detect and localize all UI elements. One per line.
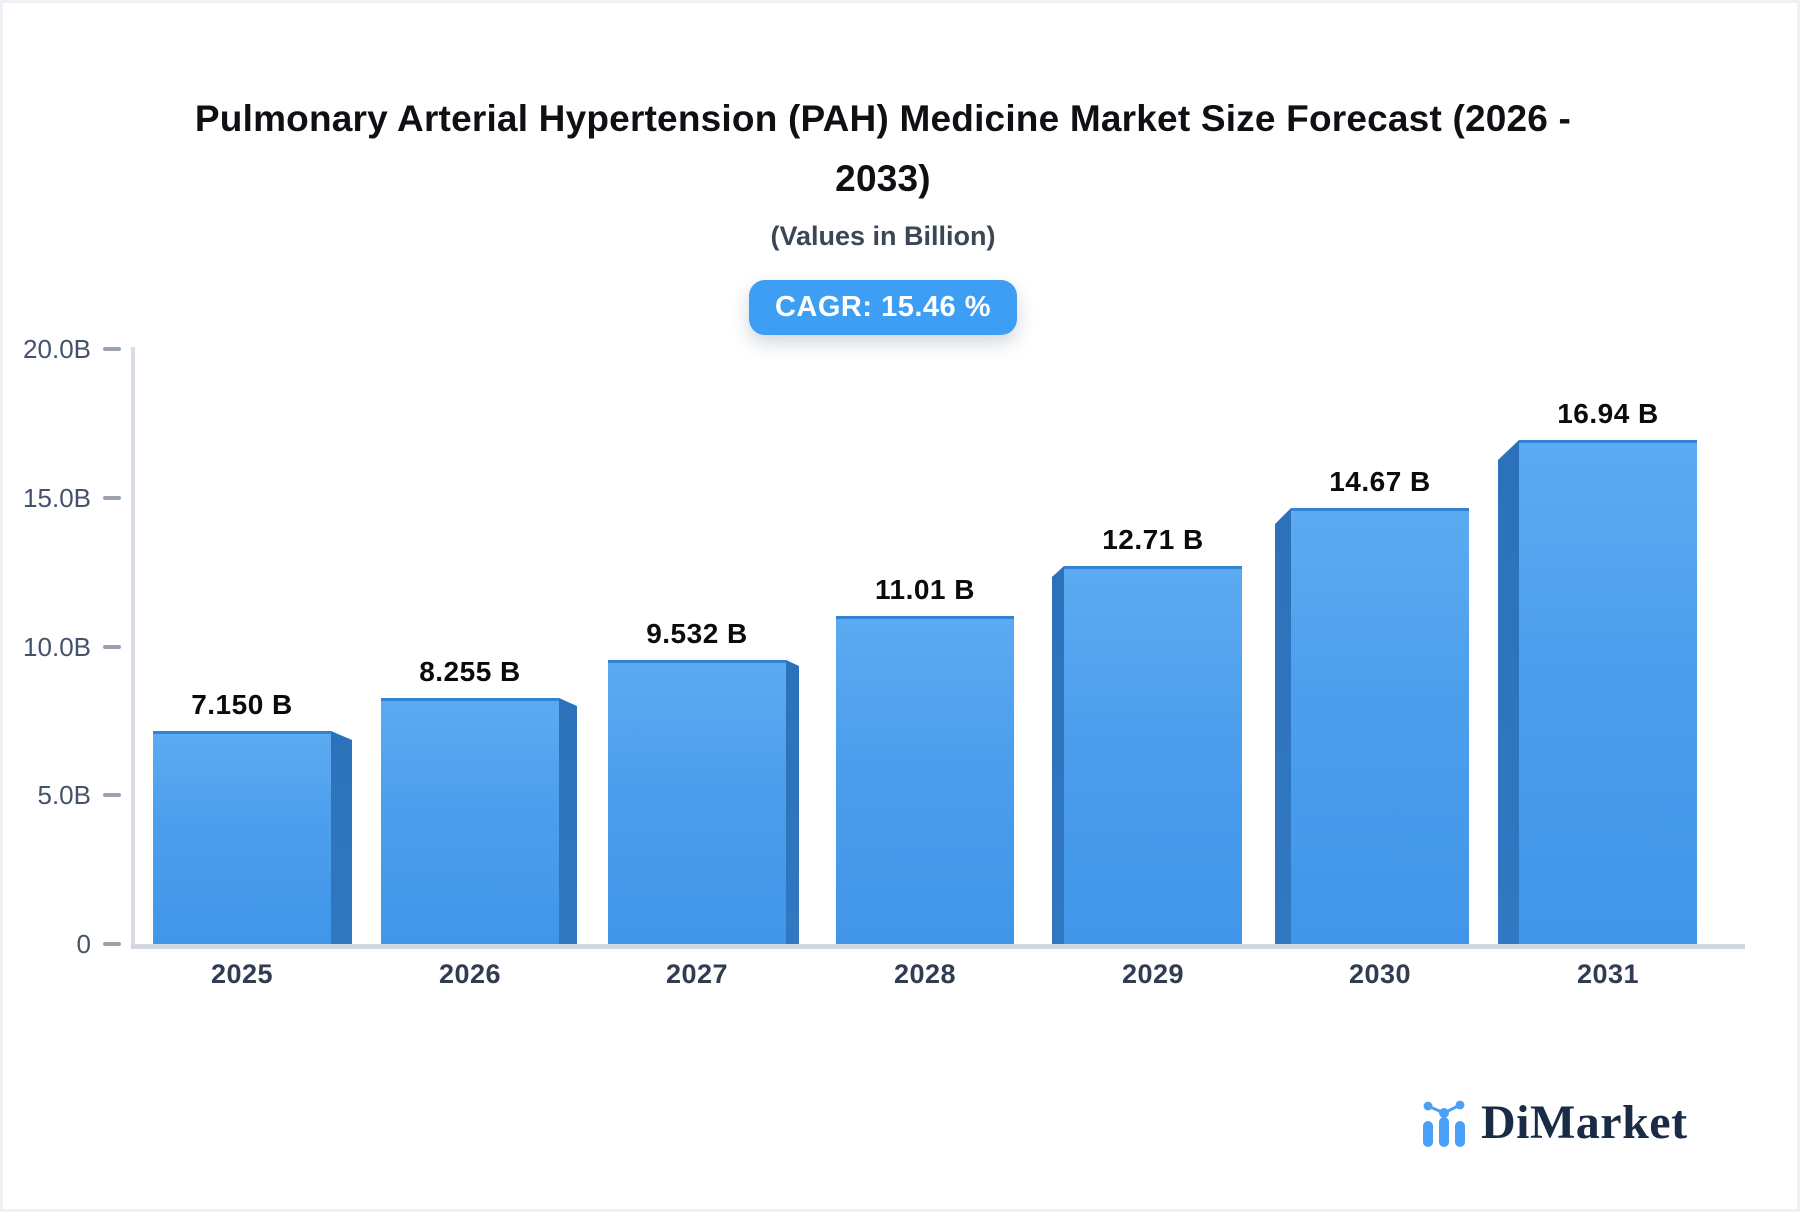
bar-3d-side (331, 731, 352, 944)
x-axis-line (131, 944, 1745, 949)
y-axis-tick-label: 10.0B (23, 631, 91, 662)
bar-2029 (1064, 566, 1242, 944)
page-title: Pulmonary Arterial Hypertension (PAH) Me… (3, 89, 1763, 209)
y-axis-tick-label: 15.0B (23, 482, 91, 513)
brand-name: DiMarket (1481, 1096, 1688, 1149)
y-axis-tick-label: 20.0B (23, 334, 91, 364)
bar-3d-side (1052, 566, 1064, 944)
bar-3d-side (1275, 508, 1291, 944)
chart-subtitle: (Values in Billion) (770, 221, 996, 251)
x-axis-label-2025: 2025 (210, 959, 274, 989)
bar-value-label: 7.150 B (191, 689, 293, 720)
bar-3d-side (1498, 440, 1519, 944)
bar-value-label: 12.71 B (1102, 524, 1204, 555)
bar-2028 (836, 616, 1014, 944)
bar-value-label: 11.01 B (874, 574, 976, 605)
bar-2031 (1519, 440, 1697, 944)
y-axis-tick (103, 495, 121, 500)
x-axis-label-2026: 2026 (438, 959, 502, 989)
x-axis-label-2031: 2031 (1576, 959, 1640, 989)
page-title-line1: Pulmonary Arterial Hypertension (PAH) Me… (194, 98, 1572, 139)
bar-value-label: 14.67 B (1329, 466, 1431, 497)
y-axis-line (131, 347, 135, 944)
bar-3d-side (559, 698, 577, 944)
page-title-line2: 2033) (835, 158, 931, 199)
x-axis-label-2027: 2027 (665, 959, 729, 989)
bar-2030 (1291, 508, 1469, 944)
bar-2027 (608, 660, 786, 944)
y-axis-tick (103, 644, 121, 649)
bar-value-label: 16.94 B (1557, 398, 1659, 429)
bar-3d-side (786, 660, 799, 944)
x-axis-label-2030: 2030 (1348, 959, 1412, 989)
brand-logo: DiMarket (1421, 1095, 1688, 1150)
bar-2026 (381, 698, 559, 944)
bar-chart-logo-icon (1423, 1100, 1465, 1147)
x-axis-label-2028: 2028 (893, 959, 957, 989)
y-axis-tick (103, 942, 121, 946)
bar-chart-plot-area: 0 5.0B 10.0B 15.0B 20.0B 7.150 B 2025 8.255 B 20… (3, 3, 1797, 1209)
x-axis-label-2029: 2029 (1121, 959, 1185, 989)
y-axis-tick-label: 5.0B (37, 780, 92, 811)
chart-header: Pulmonary Arterial Hypertension (PAH) Me… (3, 89, 1763, 335)
cagr-badge: CAGR: 15.46 % (748, 280, 1017, 335)
bar-value-label: 8.255 B (419, 656, 521, 687)
bar-value-label: 9.532 B (646, 618, 748, 649)
bar-2025 (153, 731, 331, 944)
y-axis-tick (103, 347, 121, 351)
y-axis-tick (103, 793, 121, 798)
y-axis-tick-label: 0 (76, 929, 91, 959)
